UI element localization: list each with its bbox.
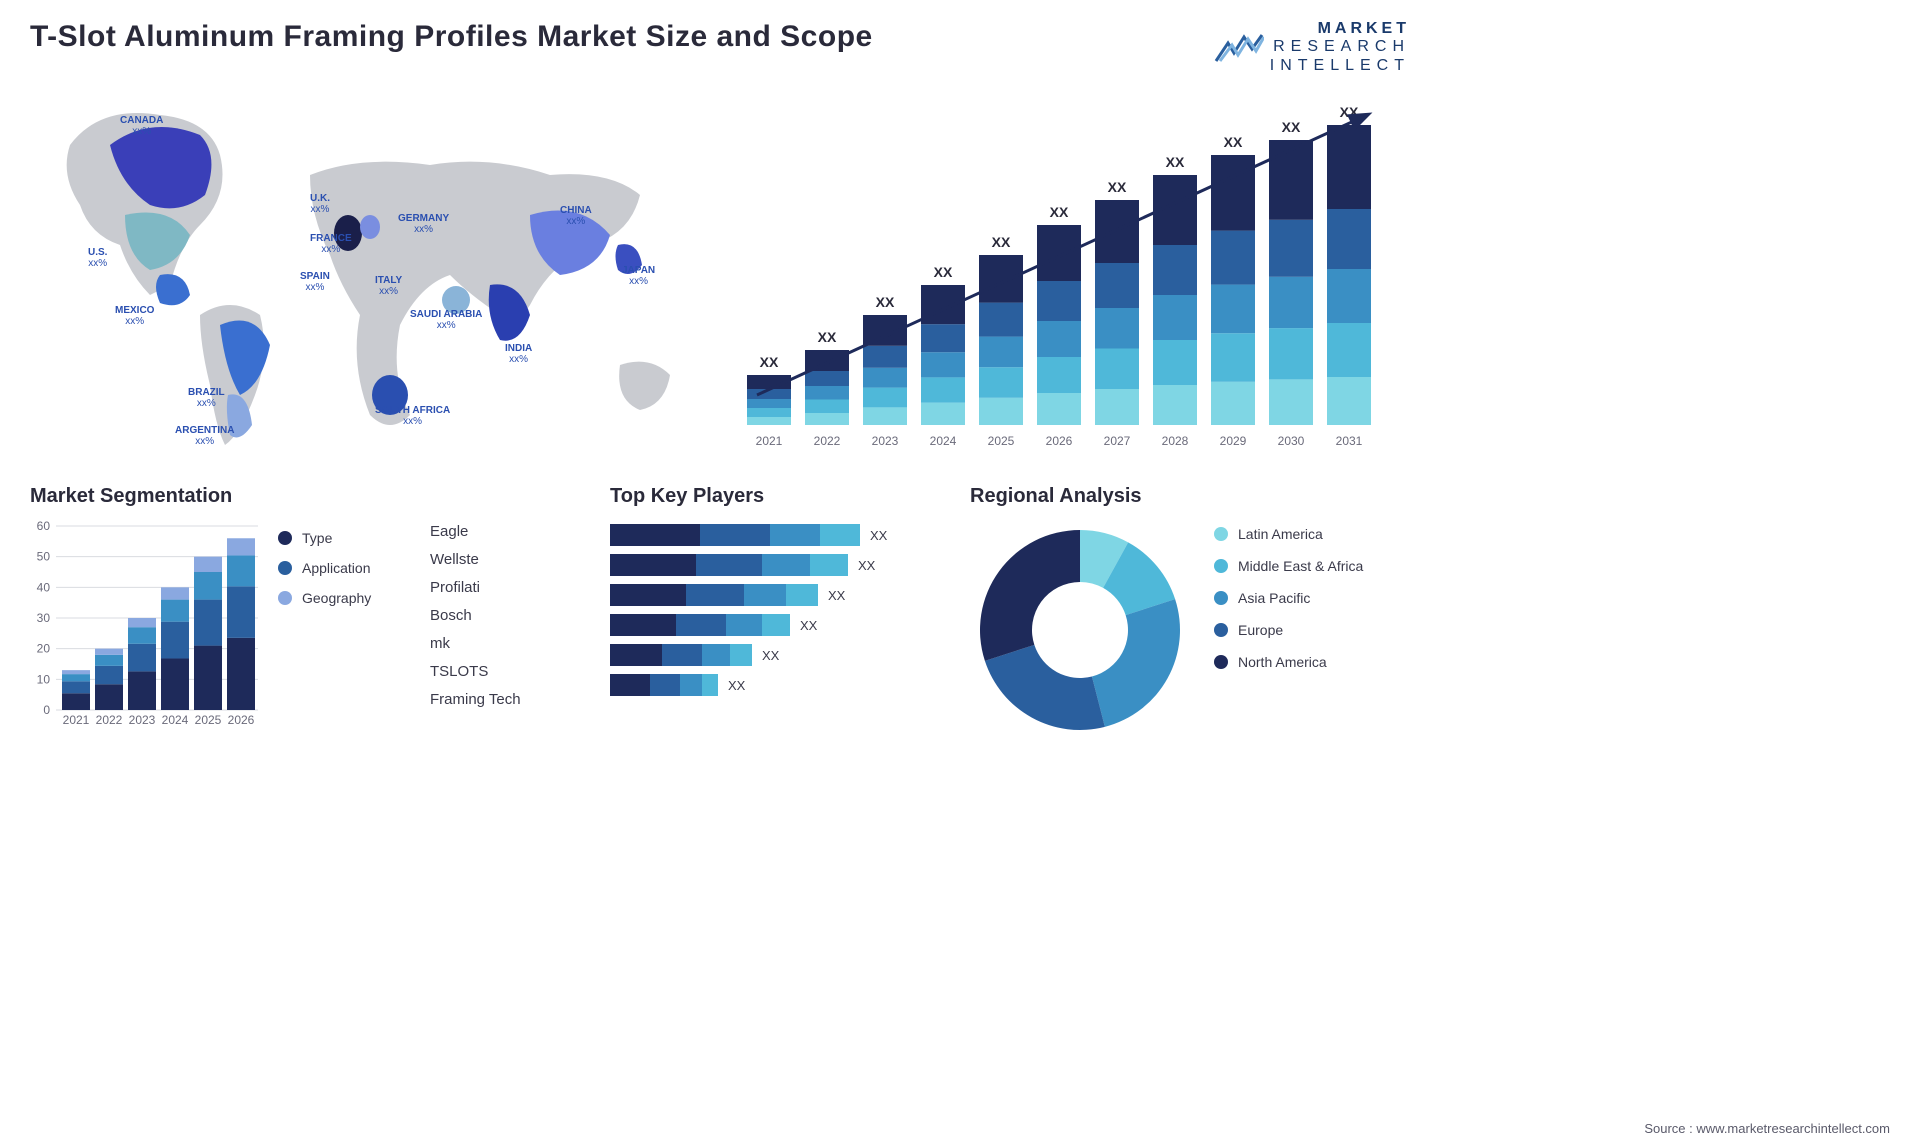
player-row: XX — [610, 584, 950, 606]
map-label-argentina: ARGENTINAxx% — [175, 425, 234, 447]
logo-line2: RESEARCH — [1270, 38, 1410, 56]
svg-text:XX: XX — [1050, 204, 1069, 220]
regional-panel: Regional Analysis Latin America Middle Ea… — [970, 485, 1410, 745]
segmentation-title: Market Segmentation — [30, 485, 410, 508]
company-label: Bosch — [430, 607, 590, 624]
svg-text:2023: 2023 — [129, 713, 156, 727]
svg-text:30: 30 — [37, 611, 51, 625]
svg-text:2024: 2024 — [930, 434, 957, 448]
logo-line3: INTELLECT — [1270, 57, 1410, 75]
map-label-italy: ITALYxx% — [375, 275, 402, 297]
players-panel: Top Key Players XX XX XX XX XX XX — [610, 485, 950, 745]
regional-legend-item: Asia Pacific — [1214, 590, 1410, 606]
svg-text:50: 50 — [37, 550, 51, 564]
source-attribution: Source : www.marketresearchintellect.com — [1644, 1121, 1890, 1136]
player-row: XX — [610, 674, 950, 696]
segmentation-panel: Market Segmentation 0 10 20 30 40 50 60 2021 202… — [30, 485, 410, 745]
svg-text:2029: 2029 — [1220, 434, 1247, 448]
segmentation-legend: Type Application Geography — [278, 520, 410, 745]
svg-text:0: 0 — [43, 703, 50, 717]
svg-text:XX: XX — [818, 329, 837, 345]
svg-text:2024: 2024 — [162, 713, 189, 727]
svg-text:40: 40 — [37, 581, 51, 595]
svg-text:2022: 2022 — [814, 434, 841, 448]
svg-text:XX: XX — [1282, 119, 1301, 135]
company-label: Eagle — [430, 523, 590, 540]
seg-legend-item: Application — [278, 560, 410, 576]
svg-text:20: 20 — [37, 642, 51, 656]
svg-text:2026: 2026 — [1046, 434, 1073, 448]
company-label: Profilati — [430, 579, 590, 596]
svg-text:XX: XX — [934, 264, 953, 280]
map-label-south-africa: SOUTH AFRICAxx% — [375, 405, 450, 427]
svg-text:60: 60 — [37, 520, 51, 533]
map-label-canada: CANADAxx% — [120, 115, 163, 137]
main-bar-chart: XX 2021 XX 2022 XX 2023 XX 2024 XX 2025 XX 2026 XX 20… — [720, 85, 1410, 465]
regional-legend-item: Middle East & Africa — [1214, 558, 1410, 574]
svg-text:XX: XX — [1166, 154, 1185, 170]
map-label-germany: GERMANYxx% — [398, 213, 449, 235]
player-row: XX — [610, 524, 950, 546]
svg-text:2021: 2021 — [63, 713, 90, 727]
map-label-brazil: BRAZILxx% — [188, 387, 225, 409]
svg-text:2023: 2023 — [872, 434, 899, 448]
company-label: Framing Tech — [430, 691, 590, 708]
player-row: XX — [610, 554, 950, 576]
svg-text:2021: 2021 — [756, 434, 783, 448]
page-title: T-Slot Aluminum Framing Profiles Market … — [30, 20, 873, 54]
svg-text:2030: 2030 — [1278, 434, 1305, 448]
map-label-mexico: MEXICOxx% — [115, 305, 154, 327]
svg-text:2027: 2027 — [1104, 434, 1131, 448]
svg-text:XX: XX — [1108, 179, 1127, 195]
main-chart-panel: XX 2021 XX 2022 XX 2023 XX 2024 XX 2025 XX 2026 XX 20… — [720, 85, 1410, 465]
player-row: XX — [610, 644, 950, 666]
svg-text:2022: 2022 — [96, 713, 123, 727]
company-label: mk — [430, 635, 590, 652]
svg-text:XX: XX — [1224, 134, 1243, 150]
world-map-panel: CANADAxx% U.S.xx% MEXICOxx% BRAZILxx% ARGENT… — [30, 85, 690, 465]
svg-text:2028: 2028 — [1162, 434, 1189, 448]
regional-legend: Latin America Middle East & Africa Asia Pa… — [1214, 520, 1410, 670]
seg-legend-item: Geography — [278, 590, 410, 606]
players-title: Top Key Players — [610, 485, 950, 508]
svg-text:XX: XX — [876, 294, 895, 310]
svg-text:XX: XX — [992, 234, 1011, 250]
svg-text:2025: 2025 — [988, 434, 1015, 448]
map-label-spain: SPAINxx% — [300, 271, 330, 293]
brand-logo: MARKET RESEARCH INTELLECT — [1214, 20, 1410, 75]
company-label-list: Eagle Wellste Profilati Bosch mk TSLOTS Framin… — [430, 485, 590, 745]
regional-legend-item: Latin America — [1214, 526, 1410, 542]
svg-text:2026: 2026 — [228, 713, 255, 727]
segmentation-chart: 0 10 20 30 40 50 60 2021 2022 2023 2024 2025 2026 — [30, 520, 260, 730]
seg-legend-item: Type — [278, 530, 410, 546]
logo-icon — [1214, 31, 1264, 65]
svg-text:XX: XX — [1340, 104, 1359, 120]
company-label: TSLOTS — [430, 663, 590, 680]
regional-donut-chart — [970, 520, 1190, 740]
players-chart: XX XX XX XX XX XX — [610, 520, 950, 696]
company-label: Wellste — [430, 551, 590, 568]
map-label-japan: JAPANxx% — [622, 265, 655, 287]
regional-title: Regional Analysis — [970, 485, 1410, 508]
world-map — [30, 85, 690, 465]
svg-text:2025: 2025 — [195, 713, 222, 727]
logo-line1: MARKET — [1270, 20, 1410, 38]
map-label-u-s-: U.S.xx% — [88, 247, 107, 269]
svg-text:XX: XX — [760, 354, 779, 370]
map-label-u-k-: U.K.xx% — [310, 193, 330, 215]
regional-legend-item: North America — [1214, 654, 1410, 670]
regional-legend-item: Europe — [1214, 622, 1410, 638]
svg-text:2031: 2031 — [1336, 434, 1363, 448]
map-label-india: INDIAxx% — [505, 343, 532, 365]
player-row: XX — [610, 614, 950, 636]
map-label-china: CHINAxx% — [560, 205, 592, 227]
map-label-saudi-arabia: SAUDI ARABIAxx% — [410, 309, 482, 331]
map-label-france: FRANCExx% — [310, 233, 352, 255]
svg-text:10: 10 — [37, 673, 51, 687]
